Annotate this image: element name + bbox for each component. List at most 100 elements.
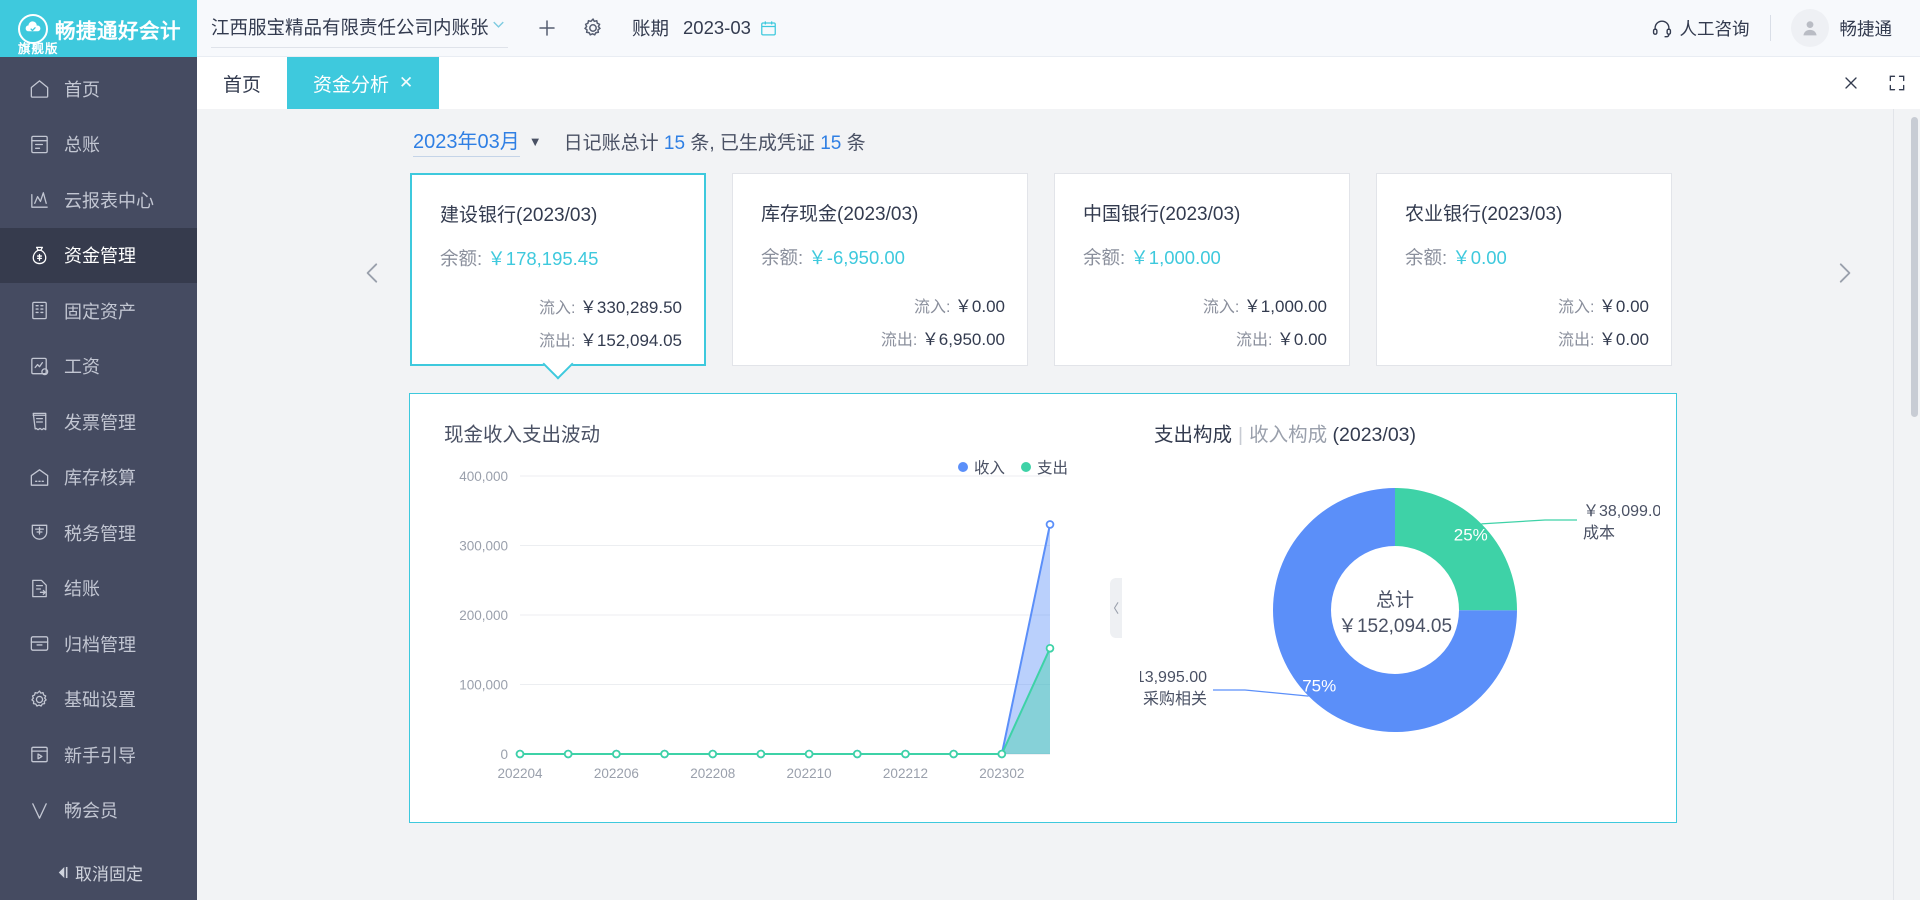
account-card-title: 农业银行(2023/03): [1405, 204, 1563, 225]
summary-suffix: 条: [846, 132, 866, 154]
sidebar-item-10[interactable]: 归档管理: [0, 616, 197, 672]
fullscreen-button[interactable]: [1874, 57, 1920, 109]
vip-icon: [26, 797, 52, 823]
content-area: 2023年03月 ▼ 日记账总计 15 条, 已生成凭证 15 条 建设银行(2…: [197, 109, 1920, 900]
tab-label: 首页: [223, 74, 262, 96]
sidebar-item-label: 云报表中心: [64, 190, 154, 211]
panel-collapse-handle[interactable]: [1110, 578, 1122, 638]
add-account-set-button[interactable]: [530, 11, 564, 45]
legend-item[interactable]: 支出: [1020, 456, 1068, 478]
close-window-button[interactable]: [1828, 57, 1874, 109]
calendar-icon[interactable]: [759, 19, 778, 38]
sidebar-item-label: 基础设置: [64, 690, 136, 711]
line-chart-title: 现金收入支出波动: [444, 424, 601, 446]
money-bag-icon: [26, 242, 52, 268]
balance-amount: ￥1,000.00: [1130, 247, 1221, 268]
account-card-flows: 流入: ￥0.00 流出: ￥0.00: [1405, 292, 1671, 350]
account-card[interactable]: 建设银行(2023/03) 余额: ￥178,195.45 流入: ￥330,289…: [410, 173, 706, 366]
svg-text:400,000: 400,000: [459, 469, 508, 484]
svg-text:200,000: 200,000: [459, 608, 508, 623]
username[interactable]: 畅捷通: [1839, 18, 1893, 39]
scrollbar-thumb[interactable]: [1911, 117, 1918, 417]
line-chart-legend: 收入 支出: [942, 456, 1068, 478]
gear-icon: [26, 686, 52, 712]
sidebar-item-12[interactable]: 新手引导: [0, 727, 197, 783]
balance-label: 余额:: [761, 247, 804, 268]
sidebar-item-8[interactable]: 税务管理: [0, 505, 197, 561]
tax-icon: [26, 520, 52, 546]
month-selector[interactable]: 2023年03月: [413, 125, 520, 157]
svg-text:75%: 75%: [1302, 677, 1336, 696]
voucher-count: 15: [820, 132, 842, 154]
svg-text:￥113,995.00: ￥113,995.00: [1140, 669, 1207, 686]
carousel-prev-button[interactable]: [360, 251, 386, 295]
payroll-icon: [26, 353, 52, 379]
chevron-down-icon[interactable]: [489, 15, 508, 38]
pie-tab-income[interactable]: 收入构成: [1249, 424, 1328, 446]
pie-tab-expense[interactable]: 支出构成: [1154, 424, 1233, 446]
chart-icon: [26, 187, 52, 213]
sidebar-item-6[interactable]: 发票管理: [0, 394, 197, 450]
account-card-balance: 余额: ￥0.00: [1405, 244, 1671, 270]
tab-1[interactable]: 资金分析 ✕: [287, 57, 440, 109]
outflow-amount: ￥152,094.05: [579, 331, 682, 350]
brand-edition: 旗舰版: [18, 42, 59, 56]
sidebar-item-11[interactable]: 基础设置: [0, 672, 197, 728]
svg-text:0: 0: [500, 747, 508, 762]
avatar[interactable]: [1790, 9, 1829, 47]
sidebar-item-5[interactable]: 工资: [0, 339, 197, 395]
tab-strip: 首页 资金分析 ✕: [197, 57, 1920, 109]
sidebar-item-9[interactable]: 结账: [0, 561, 197, 617]
account-card-balance: 余额: ￥178,195.45: [440, 245, 704, 271]
support-button[interactable]: 人工咨询: [1651, 16, 1750, 41]
company-selector[interactable]: 江西服宝精品有限责任公司内账张: [211, 8, 508, 48]
sidebar-item-label: 工资: [64, 357, 100, 378]
carousel-next-button[interactable]: [1831, 251, 1857, 295]
sidebar-item-4[interactable]: 固定资产: [0, 283, 197, 339]
outflow-amount: ￥0.00: [1598, 330, 1649, 349]
svg-text:300,000: 300,000: [459, 539, 508, 554]
cash-flow-line-chart[interactable]: 0 100,000 200,000 300,000 400,000 202204 20220…: [410, 454, 1110, 814]
journal-count: 15: [663, 132, 686, 154]
account-card-balance: 余额: ￥1,000.00: [1083, 244, 1349, 270]
gear-icon[interactable]: [576, 11, 610, 45]
tab-0[interactable]: 首页: [197, 57, 287, 109]
svg-text:成本: 成本: [1583, 524, 1615, 542]
company-name: 江西服宝精品有限责任公司内账张: [211, 16, 489, 38]
svg-text:25%: 25%: [1454, 525, 1488, 544]
svg-text:202210: 202210: [787, 766, 832, 781]
account-card[interactable]: 中国银行(2023/03) 余额: ￥1,000.00 流入: ￥1,000.00 流…: [1054, 173, 1350, 366]
legend-label: 支出: [1036, 460, 1068, 477]
sidebar-pin-toggle[interactable]: 取消固定: [0, 844, 197, 900]
window-controls: [1828, 57, 1920, 109]
sidebar-item-label: 结账: [64, 579, 100, 600]
ledger-icon: [26, 131, 52, 157]
sidebar-item-7[interactable]: 库存核算: [0, 450, 197, 506]
svg-text:总计: 总计: [1376, 589, 1414, 611]
divider: [1769, 15, 1771, 41]
svg-text:￥38,099.05: ￥38,099.05: [1583, 503, 1660, 520]
support-label: 人工咨询: [1679, 18, 1750, 39]
account-card[interactable]: 农业银行(2023/03) 余额: ￥0.00 流入: ￥0.00 流出: ￥0.00: [1376, 173, 1672, 366]
caret-down-icon[interactable]: ▼: [528, 133, 542, 149]
sidebar-pin-label: 取消固定: [75, 864, 143, 884]
account-card-flows: 流入: ￥330,289.50 流出: ￥152,094.05: [440, 293, 704, 351]
close-icon[interactable]: ✕: [399, 73, 414, 92]
outflow-label: 流出:: [1558, 332, 1595, 349]
vertical-scrollbar[interactable]: [1909, 109, 1920, 900]
account-card[interactable]: 库存现金(2023/03) 余额: ￥-6,950.00 流入: ￥0.00 流出: …: [732, 173, 1028, 366]
top-bar: 江西服宝精品有限责任公司内账张 账期 2023-03 人工咨询 畅捷通: [197, 0, 1920, 57]
line-chart-section: 现金收入支出波动 收入 支出 0 100,000 200,000 300,000 400,…: [410, 394, 1110, 822]
outflow-amount: ￥6,950.00: [921, 330, 1005, 349]
legend-item[interactable]: 收入: [957, 456, 1005, 478]
expense-composition-donut-chart[interactable]: 25% 75% 总计 ￥152,094.05 ￥38,099.05 成本 ￥113,995.…: [1112, 440, 1670, 810]
sidebar-item-13[interactable]: 畅会员: [0, 783, 197, 839]
account-card-title: 建设银行(2023/03): [440, 205, 598, 226]
summary-prefix: 日记账总计: [563, 132, 659, 154]
account-cards: 建设银行(2023/03) 余额: ￥178,195.45 流入: ￥330,289…: [197, 173, 1907, 366]
sidebar-item-3[interactable]: 资金管理: [0, 227, 197, 283]
sidebar-item-1[interactable]: 总账: [0, 117, 197, 173]
sidebar-item-0[interactable]: 首页: [0, 61, 197, 117]
sidebar-item-2[interactable]: 云报表中心: [0, 172, 197, 228]
